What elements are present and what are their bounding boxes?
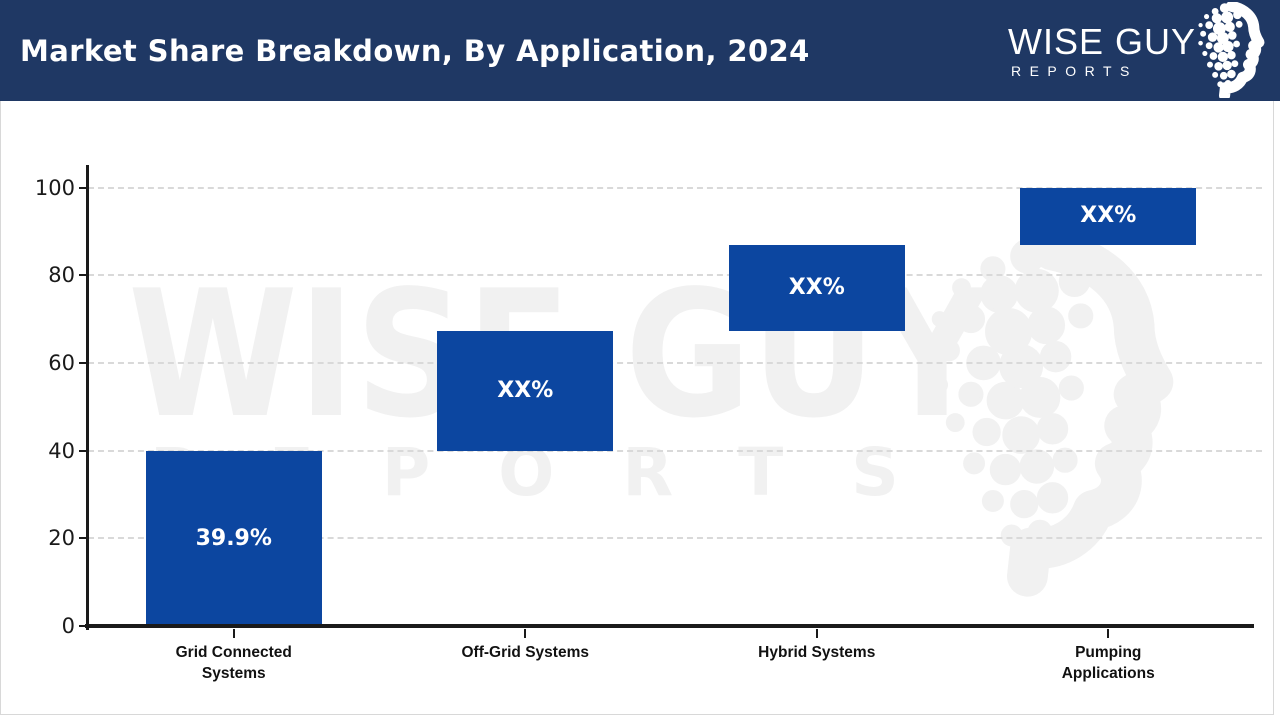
y-axis-line (86, 165, 89, 630)
category-label: Pumping Applications (1061, 644, 1155, 682)
gridline-40 (88, 449, 1262, 452)
y-axis-tick-label: 80 (48, 263, 75, 288)
y-axis-tick-label: 20 (48, 526, 75, 551)
wiseguy-logo: WISE GUY REPORTS (1008, 4, 1266, 98)
category-label: Off-Grid Systems (461, 644, 589, 661)
y-axis-tick-label: 40 (48, 438, 75, 463)
page-title: Market Share Breakdown, By Application, … (20, 33, 810, 68)
logo-text: WISE GUY REPORTS (1007, 20, 1196, 79)
wiseguy-head-icon (1178, 2, 1266, 98)
category-label: Hybrid Systems (758, 644, 876, 661)
y-axis-tick-label: 100 (34, 175, 75, 200)
header-bar: Market Share Breakdown, By Application, … (0, 0, 1280, 101)
x-axis-line (85, 624, 1254, 628)
gridline-60 (88, 361, 1262, 364)
y-axis-tick (79, 537, 88, 540)
y-axis-tick (79, 449, 88, 452)
y-axis-tick (79, 361, 88, 364)
y-axis-tick (79, 186, 88, 189)
y-axis-tick-label: 0 (61, 614, 75, 638)
bar-value-label: XX% (497, 377, 554, 403)
bar-segment (437, 330, 614, 452)
x-axis-tick (232, 629, 235, 638)
bar-value-label: XX% (1080, 203, 1137, 229)
x-axis-tick (524, 629, 527, 638)
gridline-100 (88, 186, 1262, 189)
x-axis-tick (1107, 629, 1110, 638)
bar-value-label: 39.9% (195, 525, 272, 551)
gridline-80 (88, 274, 1262, 277)
gridline-20 (88, 537, 1262, 540)
x-axis-tick (815, 629, 818, 638)
y-axis-tick (79, 625, 88, 627)
bar-segment (145, 451, 322, 626)
bar-segment (728, 244, 905, 331)
bar-value-label: XX% (788, 274, 845, 300)
logo-subtitle: REPORTS (1010, 62, 1138, 79)
logo-wordmark: WISE GUY (1007, 20, 1196, 62)
category-label: Grid Connected Systems (175, 644, 292, 682)
y-axis-tick-label: 60 (48, 350, 75, 375)
y-axis-tick (79, 274, 88, 277)
